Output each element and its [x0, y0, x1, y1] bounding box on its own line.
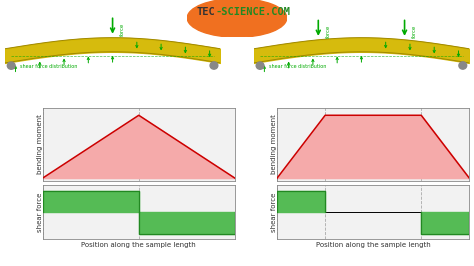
Text: TEC: TEC — [197, 7, 216, 17]
Ellipse shape — [187, 0, 287, 37]
Circle shape — [210, 62, 218, 69]
Polygon shape — [43, 191, 139, 212]
Text: shear force distribution: shear force distribution — [269, 64, 326, 69]
X-axis label: Position along the sample length: Position along the sample length — [316, 242, 430, 248]
Text: -SCIENCE.COM: -SCIENCE.COM — [216, 7, 291, 17]
Circle shape — [256, 62, 264, 69]
X-axis label: Position along the sample length: Position along the sample length — [82, 242, 196, 248]
Y-axis label: bending moment: bending moment — [37, 115, 43, 174]
Polygon shape — [277, 191, 325, 212]
Polygon shape — [421, 212, 469, 234]
Y-axis label: shear force: shear force — [271, 193, 277, 232]
Circle shape — [459, 62, 467, 69]
Circle shape — [7, 62, 15, 69]
Polygon shape — [139, 212, 235, 234]
Text: shear force distribution: shear force distribution — [20, 64, 77, 69]
Text: force: force — [120, 23, 125, 36]
Text: force: force — [412, 25, 417, 38]
Text: force: force — [326, 25, 331, 38]
Y-axis label: bending moment: bending moment — [271, 115, 277, 174]
Y-axis label: shear force: shear force — [37, 193, 43, 232]
